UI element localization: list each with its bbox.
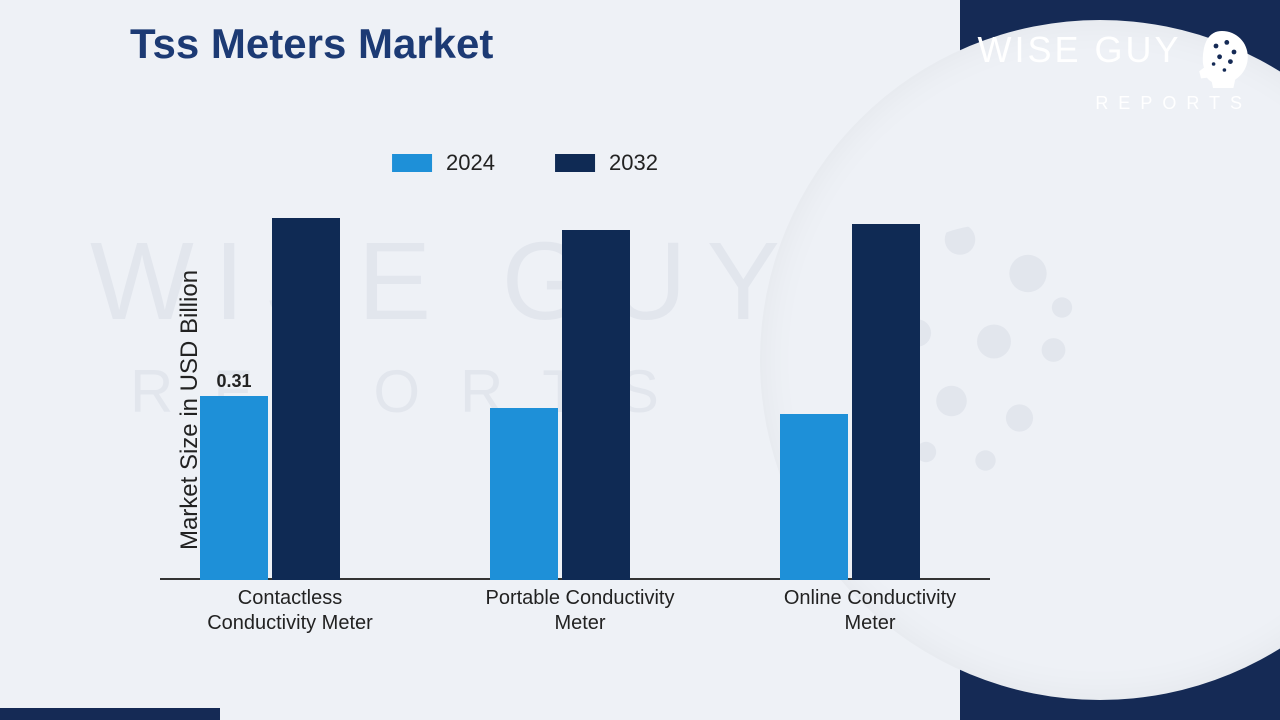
- legend-item-2024: 2024: [392, 150, 495, 176]
- bar-2024: [200, 396, 268, 580]
- bar-2024: [780, 414, 848, 580]
- bar-2024: [490, 408, 558, 580]
- bar-2032: [852, 224, 920, 580]
- category-label: Online Conductivity Meter: [770, 586, 970, 636]
- plot-region: 0.31Contactless Conductivity MeterPortab…: [160, 200, 990, 580]
- logo-head-icon: [1192, 28, 1252, 88]
- brand-logo: WISE GUY REPORTS: [978, 28, 1252, 112]
- category-label: Contactless Conductivity Meter: [190, 586, 390, 636]
- bar-2032: [272, 218, 340, 580]
- legend-label-2024: 2024: [446, 150, 495, 176]
- legend: 2024 2032: [392, 150, 658, 176]
- slide-canvas: WISE GUY REPORTS Tss Meters Market WISE …: [0, 0, 1280, 720]
- logo-main-text: WISE GUY: [978, 29, 1182, 70]
- chart-title: Tss Meters Market: [130, 20, 493, 68]
- legend-swatch-2032: [555, 154, 595, 172]
- bar-value-label: 0.31: [194, 371, 274, 392]
- logo-sub-text: REPORTS: [978, 94, 1252, 112]
- chart-area: Market Size in USD Billion 2024 2032 0.3…: [60, 150, 990, 670]
- bar-2032: [562, 230, 630, 580]
- legend-swatch-2024: [392, 154, 432, 172]
- legend-label-2032: 2032: [609, 150, 658, 176]
- category-label: Portable Conductivity Meter: [480, 586, 680, 636]
- bottom-edge: [0, 708, 220, 720]
- legend-item-2032: 2032: [555, 150, 658, 176]
